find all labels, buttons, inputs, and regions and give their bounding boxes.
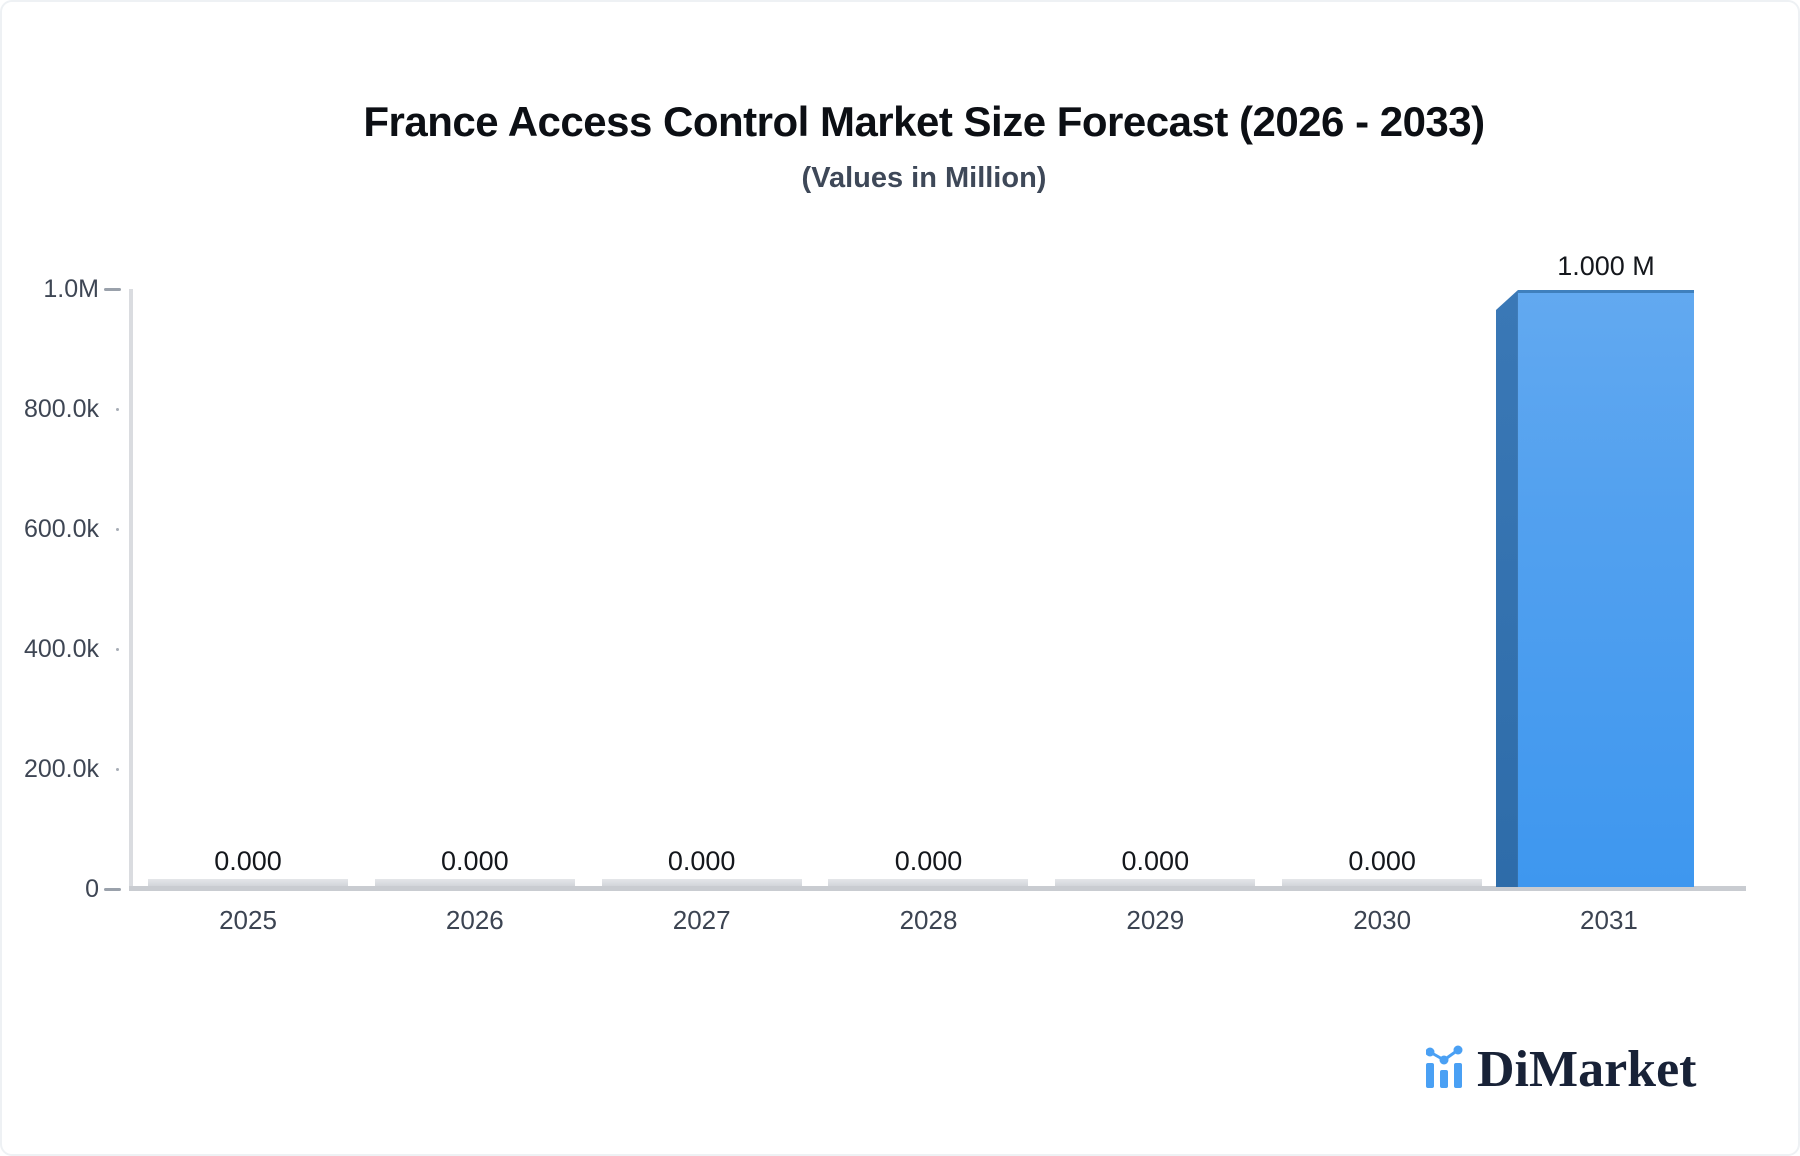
y-axis-tick	[116, 767, 119, 771]
y-axis-label: 600.0k	[23, 515, 99, 543]
x-axis-label: 2030	[1353, 905, 1412, 935]
chart-title: France Access Control Market Size Foreca…	[363, 98, 1485, 145]
y-axis-tick	[116, 527, 119, 531]
bar-zero[interactable]	[601, 879, 802, 886]
logo-text: DiMarket	[1477, 1041, 1697, 1098]
bar-zero[interactable]	[828, 879, 1029, 886]
y-axis-label: 400.0k	[23, 635, 99, 663]
x-axis-label: 2028	[899, 905, 958, 935]
y-axis-label: 800.0k	[23, 395, 99, 423]
bar-zero[interactable]	[1055, 879, 1256, 886]
bar-value-label: 0.000	[894, 846, 963, 876]
bar-3d[interactable]	[1495, 290, 1694, 887]
x-axis-label: 2026	[445, 905, 504, 935]
y-axis-label: 0	[85, 875, 99, 903]
y-axis-tick	[104, 287, 121, 291]
y-axis-tick	[116, 407, 119, 411]
y-axis-tick	[104, 887, 121, 891]
y-axis-line	[129, 289, 133, 891]
x-axis-label: 2027	[672, 905, 731, 935]
bar-zero[interactable]	[148, 879, 348, 886]
bar-value-label: 0.000	[667, 846, 736, 876]
bar-value-label: 0.000	[441, 846, 509, 876]
bar-value-label: 0.000	[1348, 846, 1416, 876]
chart-subtitle: (Values in Million)	[801, 162, 1047, 194]
bar-zero[interactable]	[1282, 879, 1483, 886]
x-axis-label: 2025	[219, 905, 277, 935]
y-axis-label: 1.0M	[43, 275, 99, 303]
bar-zero[interactable]	[374, 879, 575, 886]
bar-side-face	[1495, 290, 1518, 887]
bar-line-chart-icon	[1426, 1045, 1463, 1088]
bar-value-label: 1.000 M	[1557, 251, 1655, 281]
bar-front-face	[1517, 290, 1694, 887]
x-axis-label: 2029	[1126, 905, 1185, 935]
dimarket-logo[interactable]: DiMarket	[1426, 1042, 1696, 1098]
x-axis-line	[129, 886, 1746, 891]
bar-value-label: 0.000	[1121, 846, 1190, 876]
x-axis-label: 2031	[1580, 905, 1638, 935]
y-axis-label: 200.0k	[23, 755, 99, 783]
bar-value-label: 0.000	[214, 846, 282, 876]
y-axis-tick	[116, 647, 119, 651]
